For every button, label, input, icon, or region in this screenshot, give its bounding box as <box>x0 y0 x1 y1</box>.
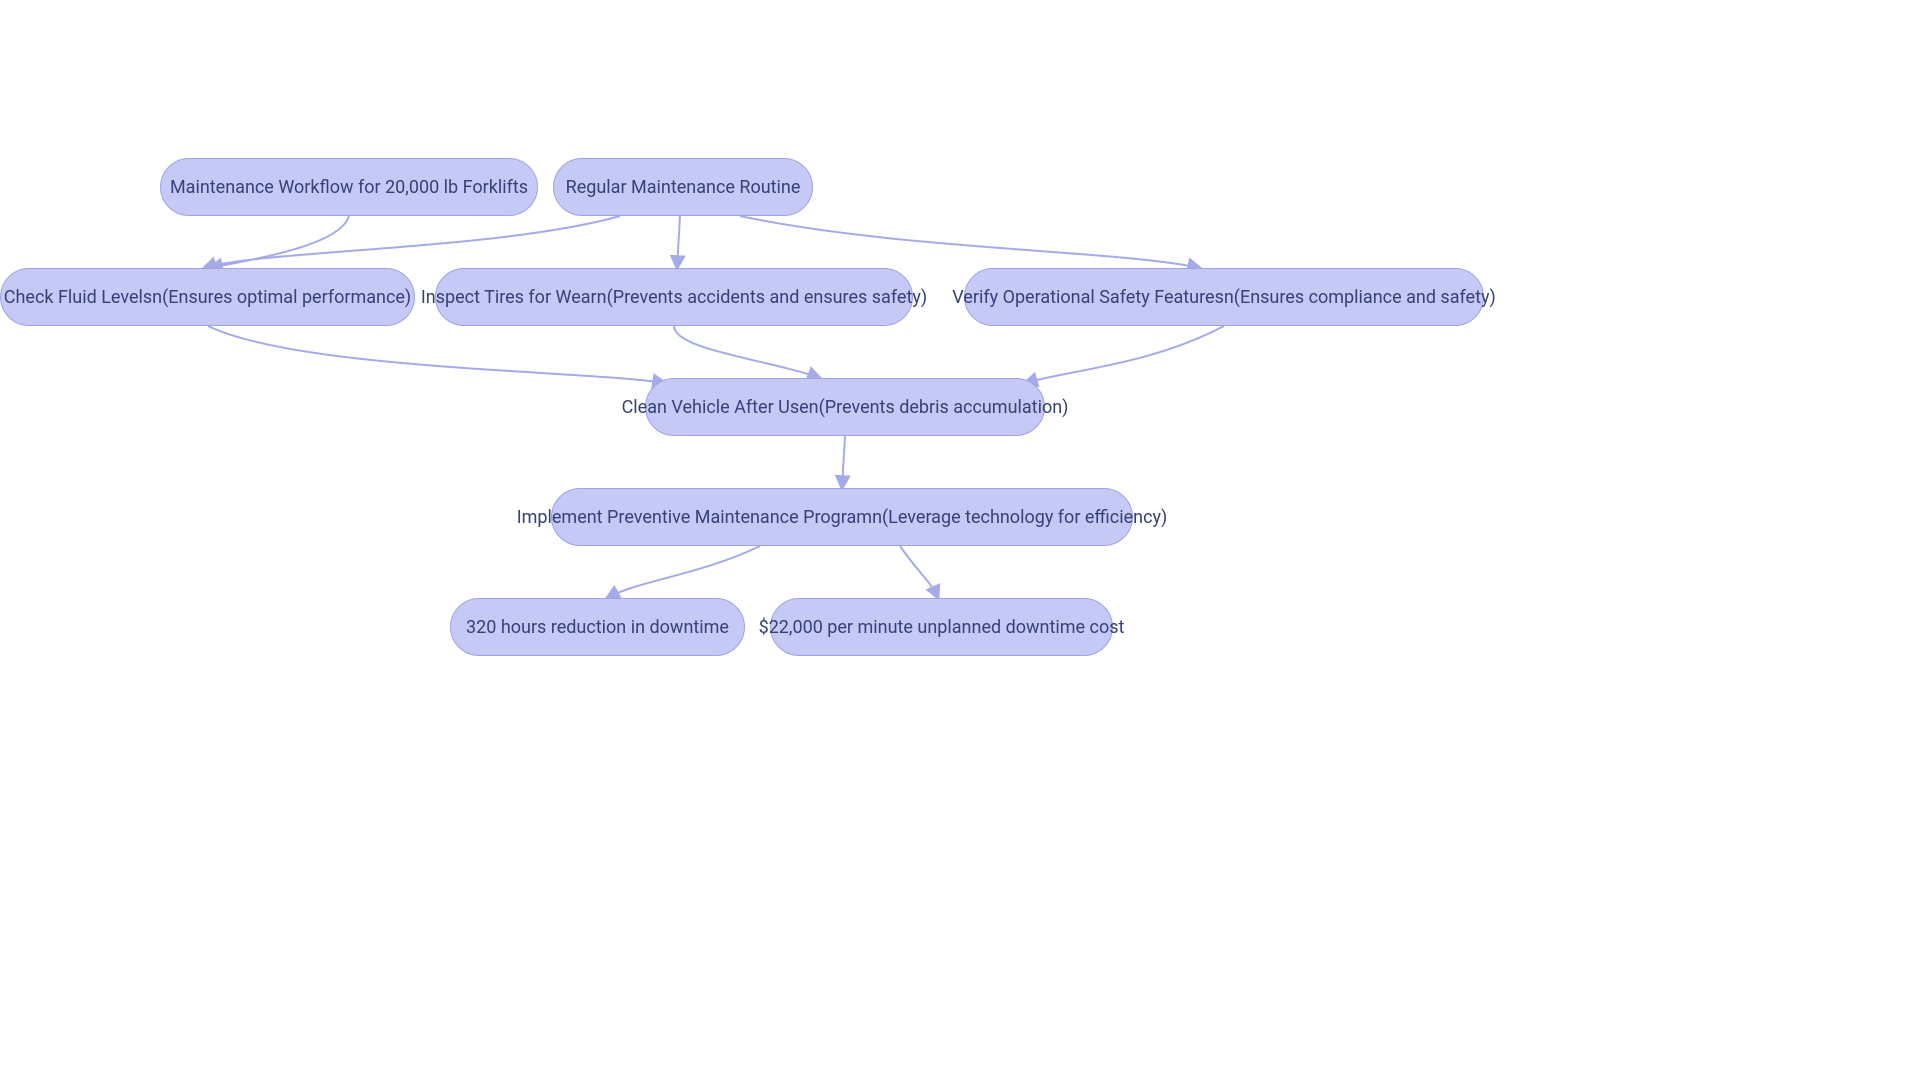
flowchart-node: Maintenance Workflow for 20,000 lb Forkl… <box>160 158 538 216</box>
flowchart-edge <box>674 326 820 378</box>
flowchart-edge <box>900 546 938 598</box>
flowchart-node: Regular Maintenance Routine <box>553 158 813 216</box>
flowchart-edge <box>208 326 665 383</box>
flowchart-edge <box>842 436 845 488</box>
flowchart-edge <box>210 216 349 268</box>
flowchart-edge <box>677 216 680 268</box>
flowchart-edge <box>1025 326 1224 383</box>
flowchart-node: Inspect Tires for Wearn(Prevents acciden… <box>435 268 913 326</box>
flowchart-node: Check Fluid Levelsn(Ensures optimal perf… <box>0 268 415 326</box>
flowchart-node: Clean Vehicle After Usen(Prevents debris… <box>645 378 1045 436</box>
flowchart-node: $22,000 per minute unplanned downtime co… <box>770 598 1113 656</box>
flowchart-edge <box>740 216 1200 268</box>
flowchart-node: Verify Operational Safety Featuresn(Ensu… <box>964 268 1484 326</box>
flowchart-edge <box>607 546 760 598</box>
flowchart-node: Implement Preventive Maintenance Program… <box>551 488 1133 546</box>
flowchart-edge <box>204 216 620 268</box>
flowchart-canvas: Maintenance Workflow for 20,000 lb Forkl… <box>0 0 1920 1083</box>
flowchart-node: 320 hours reduction in downtime <box>450 598 745 656</box>
